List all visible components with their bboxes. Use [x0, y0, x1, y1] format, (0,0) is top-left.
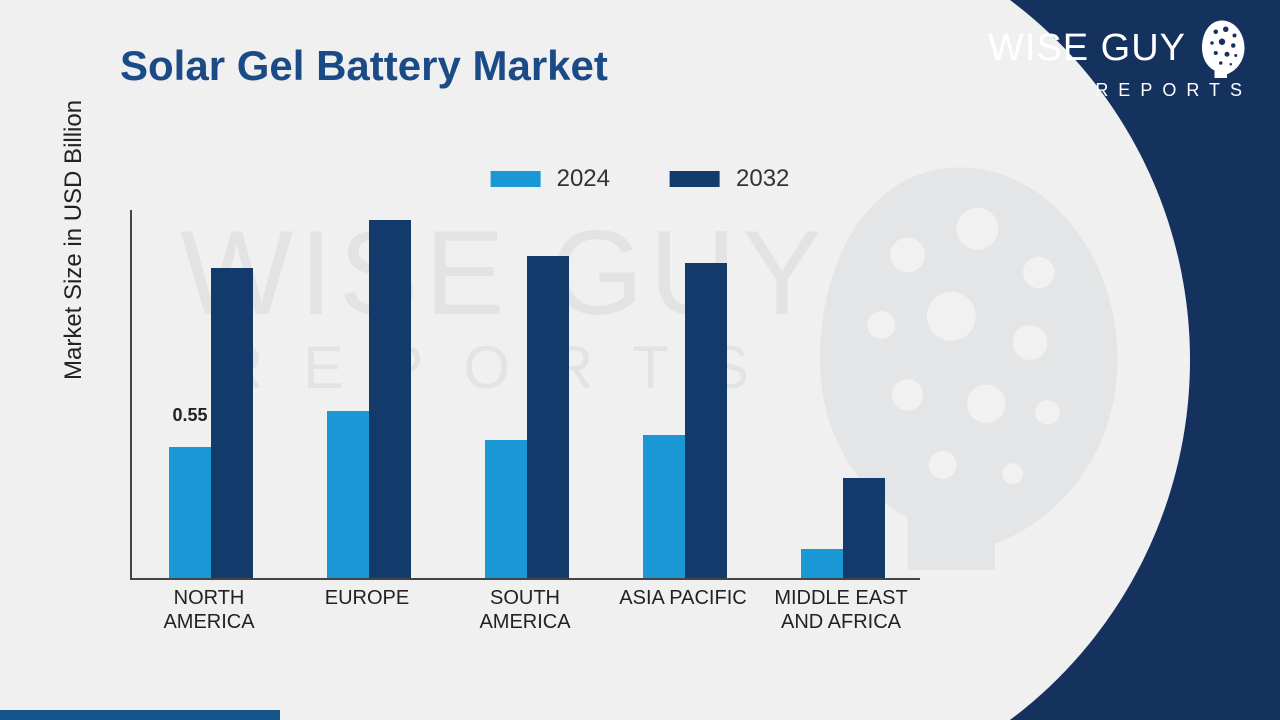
- legend: 2024 2032: [491, 165, 790, 193]
- brand-head-icon: [1192, 18, 1252, 78]
- bottom-accent-bar: [0, 710, 280, 720]
- x-axis-label: EUROPE: [297, 586, 437, 610]
- bar: [211, 268, 253, 578]
- bar-group: 0.55: [156, 268, 266, 578]
- bar: [801, 549, 843, 578]
- legend-swatch-2024: [491, 171, 541, 187]
- x-axis-label: ASIA PACIFIC: [613, 586, 753, 610]
- bar: [685, 263, 727, 578]
- bar-group: [314, 220, 424, 578]
- bar-group: [788, 478, 898, 578]
- brand-logo: WISE GUY REPORTS: [988, 18, 1252, 101]
- x-axis-label: NORTH AMERICA: [139, 586, 279, 634]
- legend-item-2024: 2024: [491, 165, 610, 193]
- legend-item-2032: 2032: [670, 165, 789, 193]
- bar: [169, 447, 211, 578]
- x-axis-label: MIDDLE EAST AND AFRICA: [771, 586, 911, 634]
- bar-group: [472, 256, 582, 578]
- bar-group: [630, 263, 740, 578]
- bar: [369, 220, 411, 578]
- chart-area: 0.55: [100, 210, 920, 580]
- x-axis-label: SOUTH AMERICA: [455, 586, 595, 634]
- legend-label-2024: 2024: [557, 165, 610, 193]
- plot-area: 0.55: [130, 210, 920, 580]
- bar: [843, 478, 885, 578]
- brand-line2: REPORTS: [988, 80, 1252, 101]
- stage: WISE GUY REPORTS WISE GUY REPORTS Solar …: [0, 0, 1280, 720]
- legend-swatch-2032: [670, 171, 720, 187]
- bar: [643, 435, 685, 578]
- legend-label-2032: 2032: [736, 165, 789, 193]
- bar: [485, 440, 527, 578]
- bar-value-label: 0.55: [172, 405, 207, 426]
- x-axis-labels: NORTH AMERICA EUROPE SOUTH AMERICA ASIA PAC…: [130, 586, 920, 706]
- y-axis-label: Market Size in USD Billion: [60, 100, 88, 380]
- brand-line1: WISE GUY: [988, 27, 1186, 70]
- bar: [327, 411, 369, 578]
- chart-title: Solar Gel Battery Market: [120, 42, 608, 90]
- bar: [527, 256, 569, 578]
